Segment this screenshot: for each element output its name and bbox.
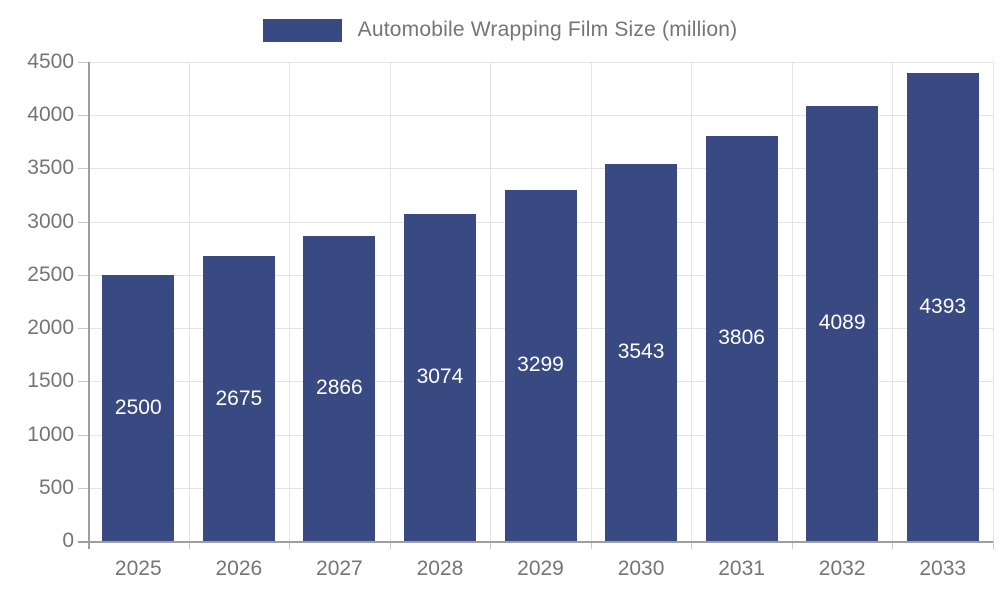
x-axis-tick-label: 2031 — [718, 557, 765, 580]
gridline-vertical — [490, 62, 492, 541]
bar[interactable]: 2866 — [303, 235, 376, 541]
y-axis-tick-label: 2500 — [27, 262, 74, 286]
y-axis-tick-label: 0 — [62, 529, 74, 552]
gridline-vertical — [289, 62, 291, 541]
y-axis-tick — [78, 62, 88, 63]
y-axis-tick — [78, 381, 88, 383]
x-axis-tick-label: 2033 — [919, 557, 967, 580]
gridline-horizontal — [88, 62, 993, 63]
x-axis-tick — [791, 541, 793, 549]
bar[interactable]: 2500 — [102, 274, 175, 541]
bar-value-label: 4393 — [919, 295, 967, 319]
y-axis-tick — [78, 168, 88, 170]
bar[interactable]: 4089 — [806, 105, 879, 541]
y-axis-tick-label: 3000 — [27, 209, 74, 233]
gridline-vertical — [892, 62, 894, 541]
bar[interactable]: 4393 — [906, 73, 979, 541]
x-axis-tick-label: 2026 — [215, 557, 263, 580]
x-axis-tick — [590, 541, 592, 549]
y-axis-tick-label: 2000 — [27, 316, 74, 340]
x-axis-tick — [289, 541, 291, 549]
x-axis-tick-label: 2030 — [617, 557, 665, 580]
bar-value-label: 3543 — [617, 340, 665, 364]
y-axis-tick — [78, 487, 88, 489]
y-axis-tick-label: 1500 — [27, 369, 74, 393]
y-axis-tick-label: 1000 — [27, 422, 74, 446]
gridline-vertical — [188, 62, 190, 541]
x-axis-tick — [892, 541, 894, 549]
legend-label: Automobile Wrapping Film Size (million) — [357, 18, 738, 41]
x-axis-tick-label: 2025 — [114, 557, 162, 580]
y-axis-tick-label: 3500 — [27, 156, 74, 180]
bar-value-label: 3806 — [718, 326, 765, 350]
gridline-horizontal — [88, 115, 993, 117]
bar-value-label: 2866 — [316, 376, 363, 400]
x-axis-tick-label: 2029 — [517, 557, 564, 580]
legend-swatch — [262, 18, 342, 42]
x-axis-tick-label: 2028 — [416, 557, 464, 580]
y-axis-tick — [78, 274, 88, 276]
x-axis-line — [78, 541, 993, 543]
x-axis-tick — [188, 541, 190, 549]
bar-value-label: 4089 — [818, 311, 866, 335]
bar[interactable]: 3543 — [605, 163, 678, 541]
x-axis-tick-label: 2032 — [818, 557, 866, 580]
bar[interactable]: 3806 — [705, 135, 778, 541]
gridline-vertical — [389, 62, 391, 541]
bar[interactable]: 3299 — [504, 189, 577, 541]
y-axis-tick — [78, 221, 88, 223]
gridline-vertical — [590, 62, 592, 541]
y-axis-tick-label: 4000 — [27, 103, 74, 127]
y-axis-tick-label: 4500 — [27, 50, 74, 73]
gridline-vertical — [691, 62, 693, 541]
y-axis-tick — [78, 434, 88, 436]
bar-value-label: 3074 — [416, 365, 464, 389]
y-axis-tick-label: 500 — [38, 475, 74, 499]
bar[interactable]: 3074 — [403, 213, 476, 541]
x-axis-tick — [993, 541, 994, 549]
x-axis-tick — [389, 541, 391, 549]
y-axis-tick — [78, 115, 88, 117]
gridline-horizontal — [88, 168, 993, 170]
x-axis-tick-label: 2027 — [316, 557, 363, 580]
bar-value-label: 2500 — [114, 395, 162, 419]
bar-value-label: 3299 — [517, 353, 564, 377]
x-axis-tick — [490, 541, 492, 549]
x-axis-tick — [691, 541, 693, 549]
bar[interactable]: 2675 — [202, 256, 275, 541]
y-axis-line — [88, 62, 90, 549]
y-axis-tick — [78, 328, 88, 330]
bar-value-label: 2675 — [215, 386, 263, 410]
gridline-vertical — [993, 62, 994, 541]
gridline-vertical — [791, 62, 793, 541]
legend[interactable]: Automobile Wrapping Film Size (million) — [0, 18, 1000, 42]
